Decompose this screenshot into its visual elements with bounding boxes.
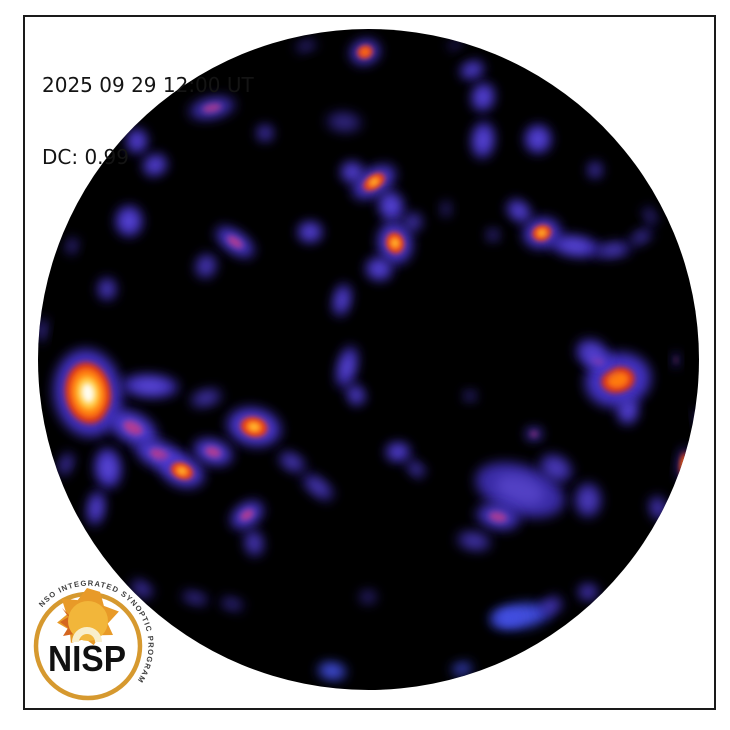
disk-feature-32 [127,129,147,153]
disk-feature-77 [673,353,679,367]
disk-feature-38 [195,254,217,278]
disk-feature-46 [471,122,495,158]
disk-feature-63 [457,531,491,551]
disk-feature-19 [404,213,422,231]
disk-feature-69 [452,662,472,676]
solar-disk [38,29,699,690]
disk-feature-54 [407,461,425,477]
disk-feature-45 [471,83,495,111]
disk-feature-73 [181,591,209,605]
disk-feature-53 [386,443,410,461]
disk-feature-41 [326,111,362,133]
disk-feature-27 [576,339,608,365]
disk-feature-59 [475,462,565,518]
disk-feature-28 [617,398,639,424]
disk-feature-20 [523,217,561,249]
disk-feature-37 [216,226,254,258]
disk-feature-10 [302,474,334,500]
sun-arch-icon [72,627,102,642]
disk-feature-58 [526,428,542,440]
disk-feature-23 [595,242,631,258]
disk-feature-4 [227,407,281,447]
disk-feature-29 [350,39,380,65]
disk-feature-60 [476,504,520,530]
disk-feature-5 [193,439,233,465]
disk-feature-17 [377,222,413,264]
disk-feature-61 [540,454,572,482]
logo-acronym: NISP [48,638,126,679]
disk-feature-21 [507,200,531,222]
disk-feature-39 [298,222,322,242]
disk-feature-16 [378,191,404,221]
disk-feature-51 [336,346,358,388]
disk-feature-76 [58,452,74,476]
disk-feature-47 [525,125,551,153]
disk-feature-6 [94,448,122,488]
disk-feature-68 [539,596,563,616]
disk-feature-56 [441,201,451,217]
disk-feature-43 [447,40,463,50]
disk-feature-22 [550,235,600,257]
disk-feature-34 [116,206,142,236]
disk-feature-8 [122,374,178,398]
disk-feature-9 [190,389,222,407]
disk-feature-31 [189,97,235,119]
disk-feature-70 [318,662,346,680]
disk-feature-72 [131,580,153,598]
disk-feature-57 [487,229,499,241]
disk-feature-14 [352,165,396,199]
disk-feature-3 [159,454,205,488]
disk-feature-49 [643,206,657,226]
plot-annotations: 2025 09 29 12:00 UT DC: 0.99 [42,25,254,193]
disk-feature-24 [630,229,652,245]
disk-feature-67 [494,610,522,626]
disk-feature-36 [66,238,78,254]
disk-feature-71 [359,590,377,604]
nisp-logo: NISP NSO INTEGRATED SYNOPTIC PROGRAM [33,579,154,701]
disk-feature-50 [333,284,351,316]
disk-feature-0 [53,349,123,437]
disk-feature-18 [366,257,392,281]
duty-cycle-label: DC: 0.99 [42,145,129,169]
disk-feature-48 [588,162,602,178]
disk-feature-33 [143,154,167,176]
disk-feature-7 [87,491,105,525]
disk-feature-40 [257,125,273,141]
disk-feature-44 [460,61,484,79]
disk-feature-35 [98,278,116,300]
disk-feature-42 [295,40,317,52]
disk-feature-11 [279,452,305,472]
disk-feature-layer [38,39,699,680]
disk-feature-1 [108,409,158,447]
disk-feature-13 [244,530,264,556]
timestamp-label: 2025 09 29 12:00 UT [42,73,254,97]
disk-feature-65 [578,584,598,600]
disk-feature-62 [575,483,601,517]
disk-feature-74 [220,597,244,611]
disk-feature-52 [347,385,365,405]
disk-feature-12 [230,501,264,529]
disk-feature-55 [464,391,476,401]
disk-feature-15 [341,162,363,182]
